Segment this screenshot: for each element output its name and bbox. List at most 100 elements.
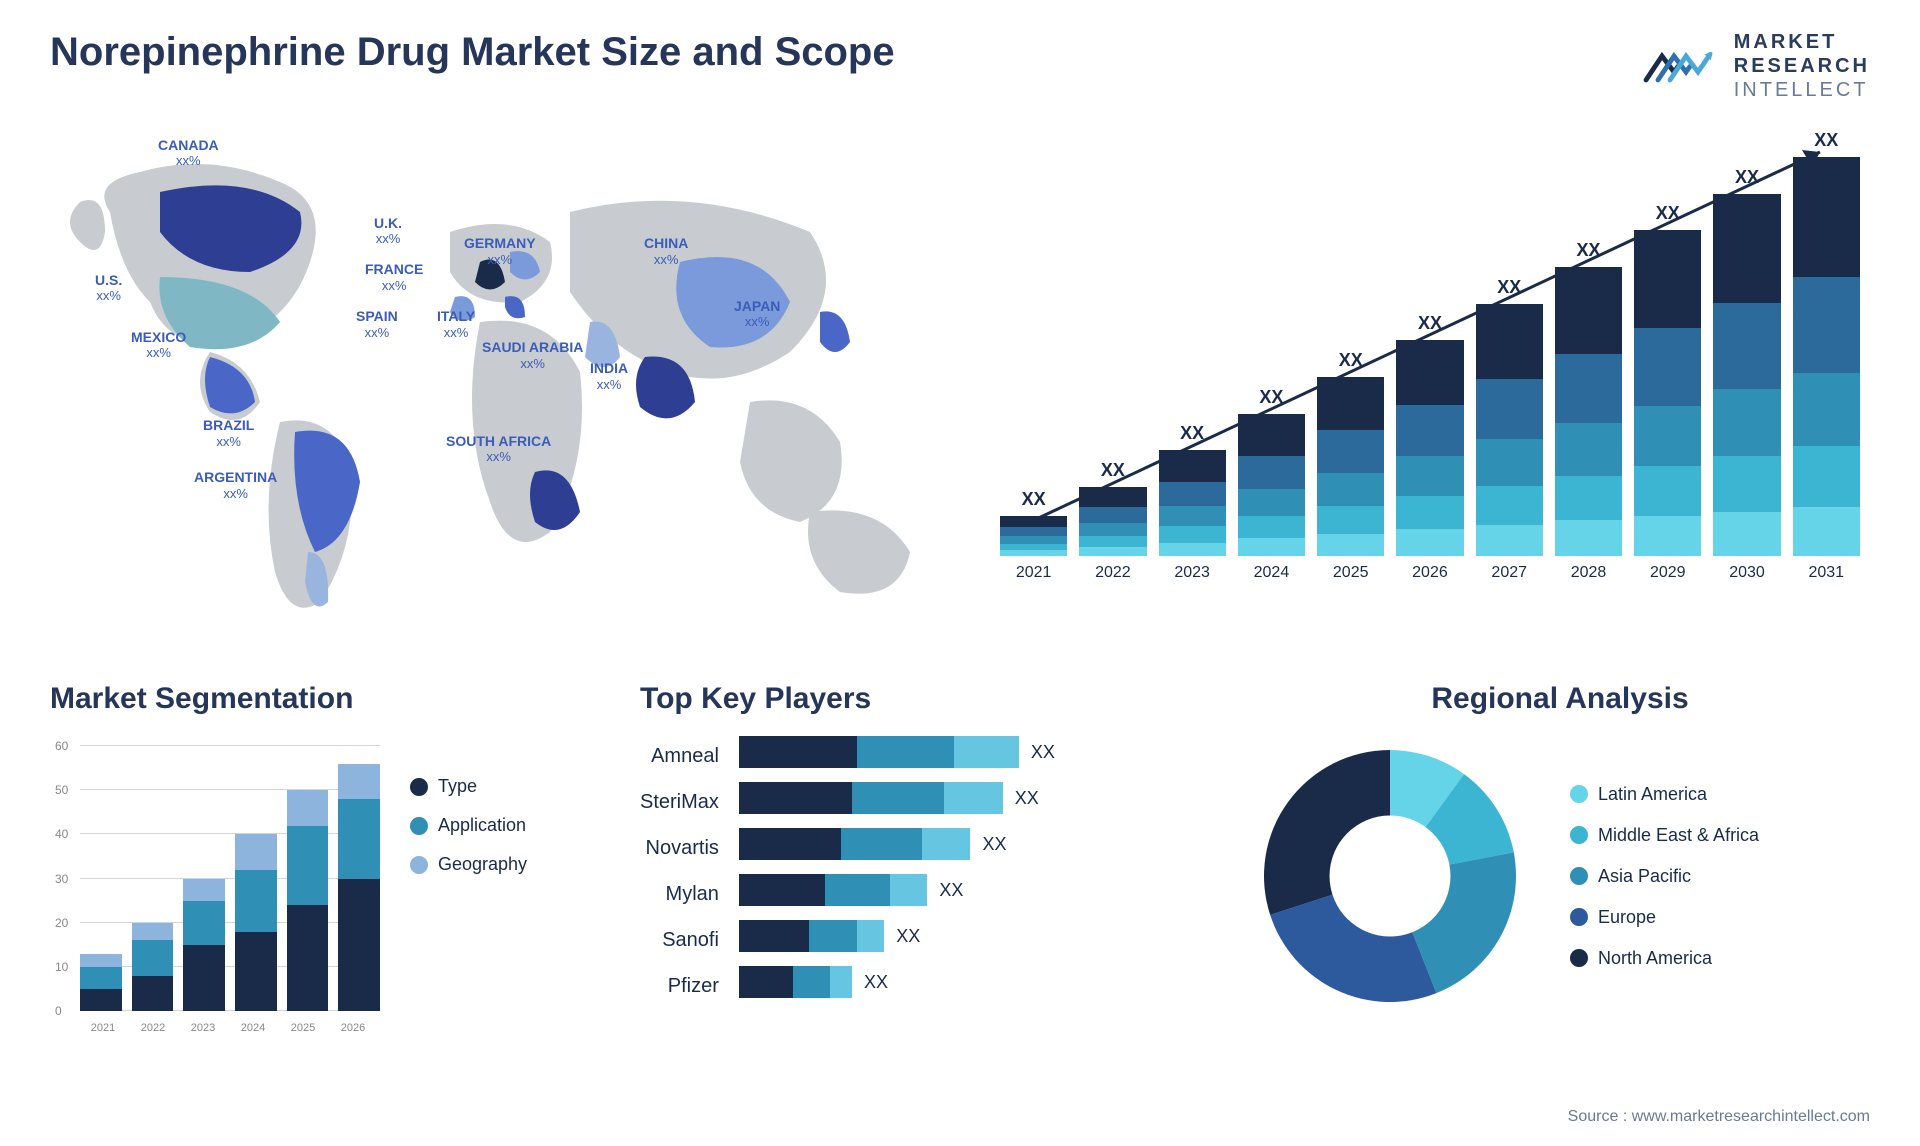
growth-bar-year: 2027 (1491, 564, 1527, 582)
regional-panel: Regional Analysis Latin America Middle Ea… (1250, 682, 1870, 1036)
seg-year-label: 2023 (182, 1022, 224, 1034)
player-value: XX (1015, 788, 1039, 809)
growth-bar-2025: XX 2025 (1317, 350, 1384, 582)
seg-ytick: 50 (55, 783, 68, 797)
regional-legend-item: North America (1570, 948, 1759, 969)
seg-ytick: 0 (55, 1004, 62, 1018)
map-label-u-k-: U.K.xx% (374, 216, 402, 247)
growth-bar-year: 2031 (1808, 564, 1844, 582)
regional-legend-item: Middle East & Africa (1570, 825, 1759, 846)
growth-bar-year: 2025 (1333, 564, 1369, 582)
seg-ytick: 10 (55, 960, 68, 974)
growth-bar-value: XX (1101, 460, 1125, 481)
growth-bar-value: XX (1259, 387, 1283, 408)
seg-legend-item: Type (410, 776, 527, 797)
growth-bar-year: 2024 (1254, 564, 1290, 582)
player-row-amneal: XX (739, 736, 1200, 768)
player-value: XX (939, 880, 963, 901)
seg-legend-item: Geography (410, 854, 527, 875)
source-attribution: Source : www.marketresearchintellect.com (1568, 1108, 1870, 1126)
seg-year-label: 2026 (332, 1022, 374, 1034)
growth-bar-2031: XX 2031 (1793, 130, 1860, 582)
player-row-pfizer: XX (739, 966, 1200, 998)
growth-bar-value: XX (1735, 167, 1759, 188)
growth-bar-2028: XX 2028 (1555, 240, 1622, 582)
segmentation-chart: 0 10 20 30 40 50 60 2021 2022 2023 2024 2025 2026 (50, 736, 380, 1036)
seg-bar-2023 (183, 879, 225, 1011)
map-label-china: CHINAxx% (644, 236, 688, 267)
brand-logo: MARKET RESEARCH INTELLECT (1642, 30, 1870, 102)
regional-donut-chart (1250, 736, 1530, 1016)
growth-bar-value: XX (1339, 350, 1363, 371)
key-players-chart: XX XX XX XX XX XX (739, 736, 1200, 1002)
seg-legend-item: Application (410, 815, 527, 836)
growth-bar-year: 2028 (1571, 564, 1607, 582)
map-label-italy: ITALYxx% (437, 309, 475, 340)
player-value: XX (982, 834, 1006, 855)
player-label: Novartis (646, 832, 719, 864)
seg-bar-2022 (132, 923, 174, 1011)
regional-title: Regional Analysis (1250, 682, 1870, 716)
segmentation-panel: Market Segmentation 0 10 20 30 40 50 60 2021 202… (50, 682, 590, 1036)
map-label-south-africa: SOUTH AFRICAxx% (446, 434, 551, 465)
growth-bar-year: 2023 (1174, 564, 1210, 582)
growth-bar-year: 2026 (1412, 564, 1448, 582)
logo-line2: RESEARCH (1734, 54, 1870, 78)
growth-bar-value: XX (1814, 130, 1838, 151)
logo-line1: MARKET (1734, 30, 1870, 54)
growth-bar-2022: XX 2022 (1079, 460, 1146, 582)
regional-legend: Latin America Middle East & Africa Asia Pa… (1570, 784, 1759, 969)
seg-year-label: 2025 (282, 1022, 324, 1034)
growth-bar-year: 2022 (1095, 564, 1131, 582)
key-players-title: Top Key Players (640, 682, 1200, 716)
map-label-france: FRANCExx% (365, 262, 423, 293)
growth-bar-2026: XX2026 (1396, 313, 1463, 582)
world-map (50, 122, 950, 642)
seg-ytick: 60 (55, 739, 68, 753)
player-row-mylan: XX (739, 874, 1200, 906)
growth-bar-value: XX (1576, 240, 1600, 261)
player-value: XX (896, 926, 920, 947)
map-label-u-s-: U.S.xx% (95, 273, 122, 304)
growth-bar-value: XX (1497, 277, 1521, 298)
growth-bar-2029: XX2029 (1634, 203, 1701, 582)
growth-bar-year: 2021 (1016, 564, 1052, 582)
seg-bar-2024 (235, 834, 277, 1011)
player-value: XX (864, 972, 888, 993)
growth-bar-2023: XX2023 (1159, 423, 1226, 582)
map-label-canada: CANADAxx% (158, 138, 219, 169)
regional-legend-item: Latin America (1570, 784, 1759, 805)
player-label: SteriMax (640, 786, 719, 818)
seg-year-label: 2022 (132, 1022, 174, 1034)
growth-bar-2021: XX 2021 (1000, 489, 1067, 582)
world-map-panel: CANADAxx%U.S.xx%MEXICOxx%BRAZILxx%ARGENT… (50, 122, 950, 642)
player-row-sterimax: XX (739, 782, 1200, 814)
growth-bar-2024: XX 2024 (1238, 387, 1305, 582)
player-label: Mylan (666, 878, 719, 910)
logo-line3: INTELLECT (1734, 78, 1870, 102)
seg-bar-2025 (287, 790, 329, 1011)
player-row-sanofi: XX (739, 920, 1200, 952)
key-players-panel: Top Key Players AmnealSteriMaxNovartisMy… (640, 682, 1200, 1036)
regional-legend-item: Asia Pacific (1570, 866, 1759, 887)
seg-ytick: 20 (55, 916, 68, 930)
page-title: Norepinephrine Drug Market Size and Scop… (50, 30, 895, 75)
map-label-japan: JAPANxx% (734, 299, 780, 330)
map-label-saudi-arabia: SAUDI ARABIAxx% (482, 340, 583, 371)
segmentation-title: Market Segmentation (50, 682, 590, 716)
seg-ytick: 30 (55, 872, 68, 886)
seg-ytick: 40 (55, 827, 68, 841)
growth-bar-value: XX (1022, 489, 1046, 510)
regional-legend-item: Europe (1570, 907, 1759, 928)
map-label-germany: GERMANYxx% (464, 236, 536, 267)
map-label-spain: SPAINxx% (356, 309, 398, 340)
logo-icon (1642, 34, 1722, 99)
player-value: XX (1031, 742, 1055, 763)
growth-bar-year: 2030 (1729, 564, 1765, 582)
seg-year-label: 2021 (82, 1022, 124, 1034)
growth-bar-chart: XX2021XX2022XX2023XX2024XX2025XX2026XX20… (990, 122, 1870, 642)
growth-bar-2027: XX 2027 (1476, 277, 1543, 582)
seg-year-label: 2024 (232, 1022, 274, 1034)
growth-bar-year: 2029 (1650, 564, 1686, 582)
growth-bar-2030: XX 2030 (1713, 167, 1780, 582)
